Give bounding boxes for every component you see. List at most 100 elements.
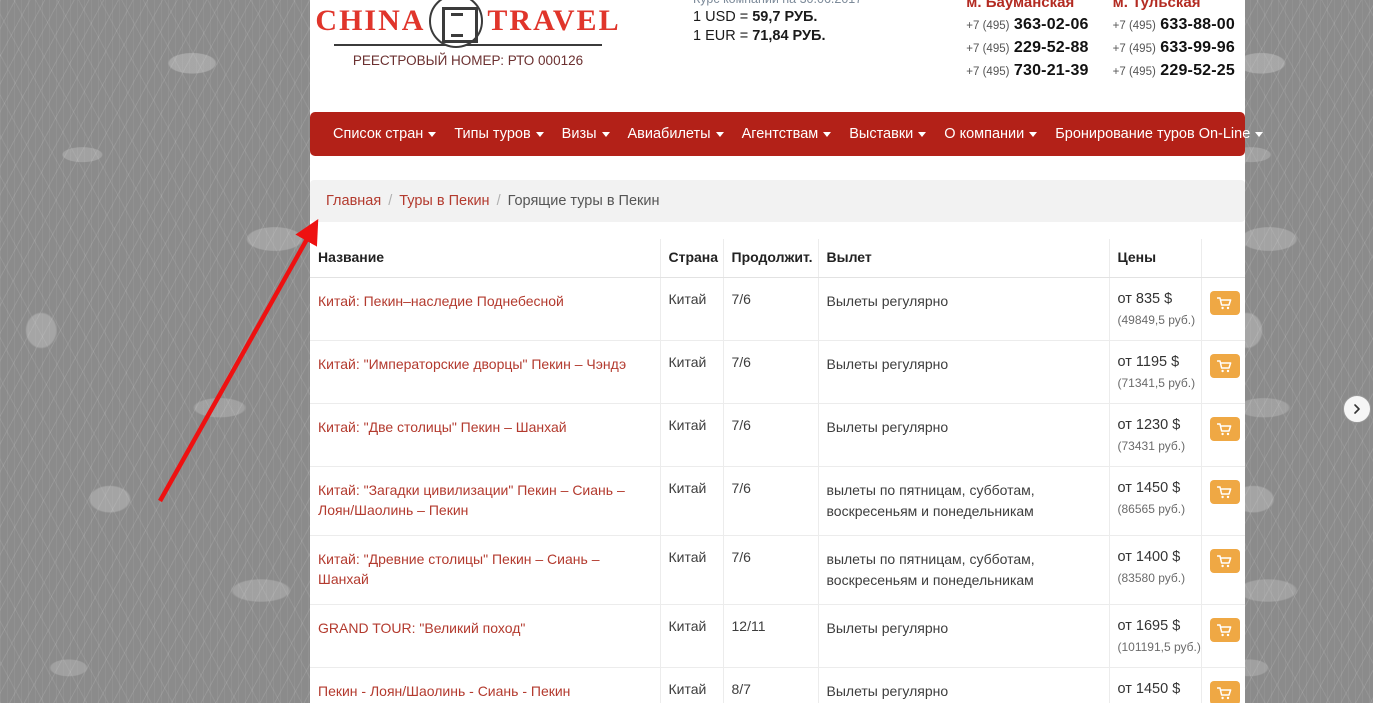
add-to-cart-button[interactable] <box>1209 354 1240 378</box>
phone-number: 633-88-00 <box>1160 16 1235 33</box>
site-logo[interactable]: T O U R O P E R A T O R CHINA TRAVEL РЕЕ… <box>315 0 619 68</box>
tour-departure-cell: Вылеты регулярно <box>818 604 1110 668</box>
tour-duration-cell: 12/11 <box>723 604 819 668</box>
breadcrumb-item-beijing-tours[interactable]: Туры в Пекин <box>399 193 490 209</box>
nav-item-agencies[interactable]: Агентствам <box>733 127 841 142</box>
add-to-cart-button[interactable] <box>1209 417 1240 441</box>
nav-item-air-tickets[interactable]: Авиабилеты <box>619 127 733 142</box>
tour-country-cell[interactable]: Китай <box>660 277 724 341</box>
tour-country-cell[interactable]: Китай <box>660 340 724 404</box>
chevron-down-icon <box>1029 131 1038 137</box>
tour-name-cell: Китай: "Две столицы" Пекин – Шанхай <box>310 403 661 467</box>
price-rub: (49849,5 руб.) <box>1117 313 1196 327</box>
table-row: Китай: Пекин–наследие Поднебесной Китай 7/… <box>310 277 1245 341</box>
phone-row[interactable]: +7 (495) 633-88-00 <box>1113 16 1235 34</box>
breadcrumb-item-home[interactable]: Главная <box>326 193 382 209</box>
tour-link[interactable]: Китай: "Императорские дворцы" Пекин – Чэ… <box>318 356 627 372</box>
tour-cart-cell <box>1201 667 1245 703</box>
tour-link[interactable]: Пекин - Лоян/Шаолинь - Сиань - Пекин <box>318 683 571 699</box>
chevron-down-icon <box>715 131 724 137</box>
nav-item-tour-types[interactable]: Типы туров <box>445 127 552 142</box>
add-to-cart-button[interactable] <box>1209 480 1240 504</box>
nav-item-visas[interactable]: Визы <box>553 127 619 142</box>
nav-item-countries[interactable]: Список стран <box>324 127 445 142</box>
site-header: T O U R O P E R A T O R CHINA TRAVEL РЕЕ… <box>310 0 1245 100</box>
shopping-cart-icon <box>1217 623 1232 636</box>
tour-price-cell: от 1450 $ (86565 руб.) <box>1109 466 1202 536</box>
price-rub: (73431 руб.) <box>1117 439 1186 453</box>
tour-link[interactable]: Китай: "Древние столицы" Пекин – Сиань –… <box>318 551 600 588</box>
metro-label: м. Бауманская <box>966 0 1075 11</box>
price-usd: от 1450 $ <box>1117 681 1181 697</box>
shopping-cart-icon <box>1217 686 1232 699</box>
tour-name-cell: Пекин - Лоян/Шаолинь - Сиань - Пекин <box>310 667 661 703</box>
nav-item-label: Авиабилеты <box>627 125 711 142</box>
shopping-cart-icon <box>1217 296 1232 309</box>
rate-usd-value: 59,7 РУБ. <box>752 9 818 25</box>
phone-row[interactable]: +7 (495) 363-02-06 <box>966 16 1088 34</box>
tour-link[interactable]: Китай: "Две столицы" Пекин – Шанхай <box>318 419 567 435</box>
tour-link[interactable]: GRAND TOUR: "Великий поход" <box>318 620 526 636</box>
phone-area-code: +7 (495) <box>966 66 1010 78</box>
price-usd: от 1695 $ <box>1117 618 1181 634</box>
table-row: Китай: "Древние столицы" Пекин – Сиань –… <box>310 535 1245 605</box>
tour-duration-cell: 7/6 <box>723 466 819 536</box>
tour-price-cell: от 1195 $ (71341,5 руб.) <box>1109 340 1202 404</box>
nav-item-label: Бронирование туров On-Line <box>1055 125 1251 142</box>
tour-cart-cell <box>1201 604 1245 668</box>
metro-label: м. Тульская <box>1112 0 1201 11</box>
breadcrumb-item-current: Горящие туры в Пекин <box>507 193 660 209</box>
add-to-cart-button[interactable] <box>1209 549 1240 573</box>
tours-table-body: Китай: Пекин–наследие Поднебесной Китай 7/… <box>310 277 1245 703</box>
tour-country-cell[interactable]: Китай <box>660 604 724 668</box>
column-header-name[interactable]: Название <box>310 239 661 278</box>
breadcrumb-separator: / <box>496 193 501 209</box>
phone-column-baumanskaya: м. Бауманская +7 (495) 363-02-06 +7 (495… <box>966 0 1088 80</box>
price-usd: от 1230 $ <box>1117 417 1181 433</box>
phone-row[interactable]: +7 (495) 633-99-96 <box>1113 39 1235 57</box>
table-row: Китай: "Две столицы" Пекин – Шанхай Китай… <box>310 403 1245 467</box>
phone-row[interactable]: +7 (495) 229-52-25 <box>1113 62 1235 80</box>
tour-price-cell: от 1400 $ (83580 руб.) <box>1109 535 1202 605</box>
tour-country-cell[interactable]: Китай <box>660 466 724 536</box>
nav-item-label: Выставки <box>849 125 914 142</box>
column-header-country[interactable]: Страна <box>660 239 724 278</box>
price-rub: (101191,5 руб.) <box>1117 640 1201 654</box>
page-container: T O U R O P E R A T O R CHINA TRAVEL РЕЕ… <box>310 0 1264 703</box>
slider-next-button[interactable] <box>1343 395 1371 423</box>
tour-country-cell[interactable]: Китай <box>660 535 724 605</box>
chevron-down-icon <box>535 131 544 137</box>
tour-cart-cell <box>1201 340 1245 404</box>
contact-phones: м. Бауманская +7 (495) 363-02-06 +7 (495… <box>966 0 1235 80</box>
add-to-cart-button[interactable] <box>1209 618 1240 642</box>
table-header-row: Название Страна Продолжит. Вылет Цены <box>310 239 1245 278</box>
rate-eur-label: 1 EUR = <box>693 28 753 44</box>
tour-name-cell: Китай: Пекин–наследие Поднебесной <box>310 277 661 341</box>
registry-number: РЕЕСТРОВЫЙ НОМЕР: РТО 000126 <box>352 53 584 68</box>
tour-country-cell[interactable]: Китай <box>660 403 724 467</box>
nav-item-online-booking[interactable]: Бронирование туров On-Line <box>1046 127 1272 142</box>
tour-departure-cell: Вылеты регулярно <box>818 340 1110 404</box>
nav-item-about[interactable]: О компании <box>935 127 1046 142</box>
phone-area-code: +7 (495) <box>966 43 1010 55</box>
price-usd: от 1400 $ <box>1117 549 1181 565</box>
column-header-price[interactable]: Цены <box>1109 239 1202 278</box>
nav-item-label: Визы <box>561 125 597 142</box>
chevron-right-icon <box>1354 404 1360 414</box>
add-to-cart-button[interactable] <box>1209 291 1240 315</box>
phone-row[interactable]: +7 (495) 730-21-39 <box>966 62 1088 80</box>
phone-area-code: +7 (495) <box>1112 66 1156 78</box>
column-header-departure[interactable]: Вылет <box>818 239 1110 278</box>
nav-item-label: Агентствам <box>741 125 819 142</box>
tour-duration-cell: 7/6 <box>723 403 819 467</box>
tour-link[interactable]: Китай: Пекин–наследие Поднебесной <box>318 293 564 309</box>
chinese-seal-icon <box>429 0 484 48</box>
column-header-duration[interactable]: Продолжит. <box>723 239 819 278</box>
phone-row[interactable]: +7 (495) 229-52-88 <box>966 39 1088 57</box>
price-rub: (83580 руб.) <box>1117 571 1186 585</box>
phone-number: 633-99-96 <box>1160 39 1235 56</box>
add-to-cart-button[interactable] <box>1209 681 1240 703</box>
nav-item-exhibitions[interactable]: Выставки <box>840 127 935 142</box>
tour-country-cell[interactable]: Китай <box>660 667 724 703</box>
tour-link[interactable]: Китай: "Загадки цивилизации" Пекин – Сиа… <box>318 482 625 519</box>
